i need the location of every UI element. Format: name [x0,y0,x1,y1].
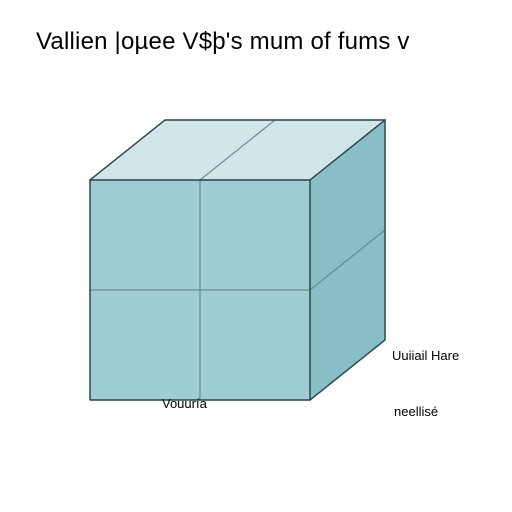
page-title: Vallien |oµee V$þ's mum of fums v [36,28,410,56]
cuboid-diagram: Vouuría Uuiiail Hare neellisé [60,60,460,480]
label-front: Vouuría [162,396,207,411]
label-side-lower: neellisé [394,404,438,419]
label-side-upper: Uuiiail Hare [392,348,459,363]
